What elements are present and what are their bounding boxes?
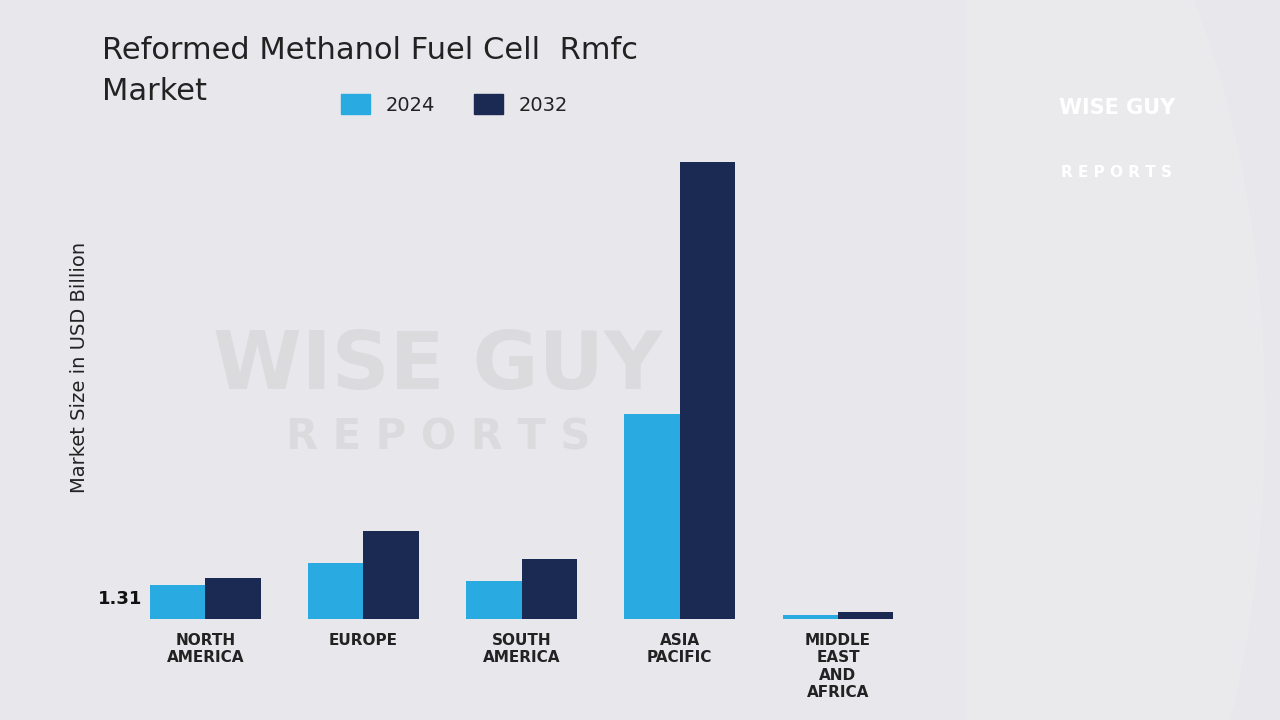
Text: R E P O R T S: R E P O R T S — [1061, 166, 1172, 180]
Legend: 2024, 2032: 2024, 2032 — [332, 85, 577, 125]
Bar — [782, 616, 838, 619]
Bar — [522, 559, 577, 619]
Bar — [838, 612, 893, 619]
Bar — [205, 578, 261, 619]
Text: R E P O R T S: R E P O R T S — [285, 417, 590, 459]
Bar — [625, 415, 680, 619]
Bar — [308, 562, 364, 619]
Bar — [680, 163, 735, 619]
Bar — [466, 582, 522, 619]
Y-axis label: Market Size in USD Billion: Market Size in USD Billion — [69, 242, 88, 492]
Text: 1.31: 1.31 — [97, 590, 142, 608]
Text: WISE GUY: WISE GUY — [1059, 98, 1175, 118]
Bar — [150, 585, 205, 619]
Text: WISE GUY: WISE GUY — [212, 328, 663, 406]
Circle shape — [731, 0, 1265, 720]
Text: Reformed Methanol Fuel Cell  Rmfc
Market: Reformed Methanol Fuel Cell Rmfc Market — [102, 36, 639, 106]
Bar — [364, 531, 419, 619]
